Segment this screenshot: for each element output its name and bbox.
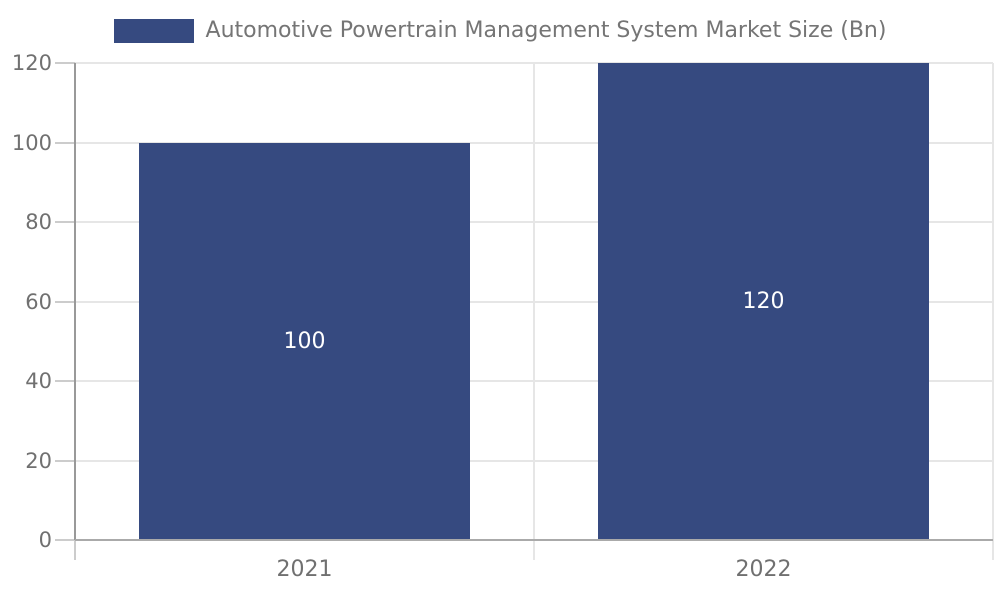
legend-swatch-icon [113,19,194,43]
gridline-vertical [992,63,994,540]
legend: Automotive Powertrain Management System … [0,19,1000,43]
y-axis-tick-mark [55,380,75,382]
x-axis-tick-label: 2022 [735,557,792,582]
y-axis-tick-label: 100 [11,131,52,155]
x-axis-tick-mark [992,540,994,560]
y-axis-line [74,63,76,540]
x-axis-tick-mark [74,540,76,560]
y-axis-tick-mark [55,539,75,541]
bar-2022 [598,63,929,540]
gridline-vertical [533,63,535,540]
bar-value-label: 120 [742,289,785,314]
y-axis-tick-mark [55,460,75,462]
x-axis-tick-mark [533,540,535,560]
legend-label: Automotive Powertrain Management System … [205,18,887,43]
y-axis-tick-label: 60 [25,290,52,314]
legend-item[interactable]: Automotive Powertrain Management System … [113,18,887,43]
y-axis-tick-mark [55,142,75,144]
x-axis-tick-label: 2021 [276,557,333,582]
y-axis-tick-mark [55,301,75,303]
y-axis-tick-mark [55,62,75,64]
y-axis-tick-label: 40 [25,369,52,393]
y-axis-tick-mark [55,221,75,223]
y-axis-tick-label: 80 [25,210,52,234]
bar-2021 [139,143,470,540]
bar-value-label: 100 [283,329,326,354]
y-axis-tick-label: 0 [38,528,52,552]
y-axis-tick-label: 120 [11,51,52,75]
y-axis-tick-label: 20 [25,449,52,473]
x-axis-line [75,539,993,541]
